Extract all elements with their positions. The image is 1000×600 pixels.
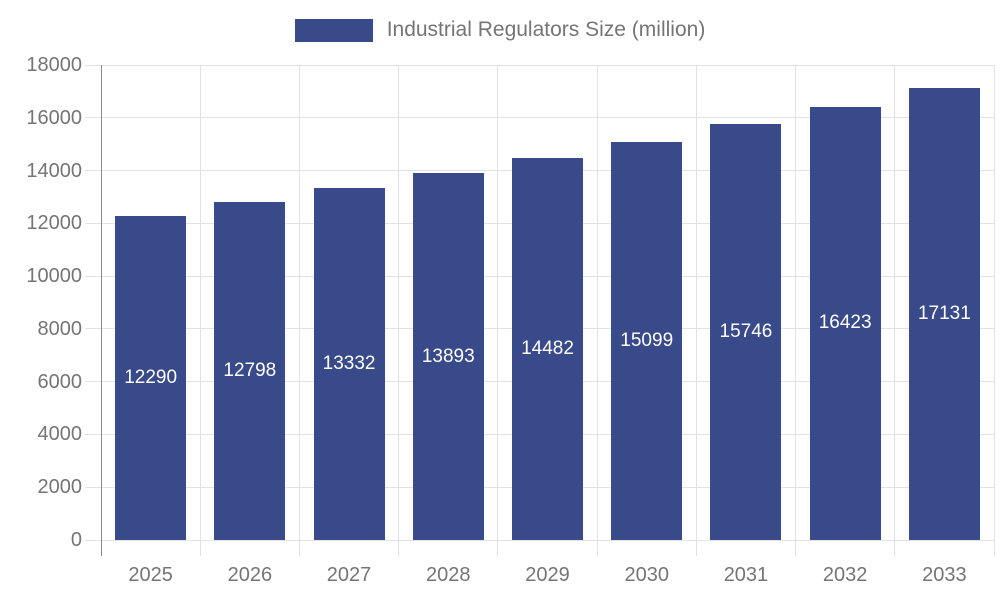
bar-2029[interactable] — [512, 157, 583, 540]
x-gridline — [795, 65, 797, 556]
y-axis-tick-label: 12000 — [26, 212, 82, 235]
x-axis-tick-label-2031: 2031 — [723, 564, 769, 586]
x-gridline — [695, 65, 697, 556]
bar-2032[interactable] — [809, 106, 881, 540]
y-axis-tick-label: 2000 — [37, 476, 83, 499]
bar-2026[interactable] — [214, 202, 286, 540]
bar-2033[interactable] — [908, 87, 980, 540]
bar-2031[interactable] — [710, 124, 782, 540]
x-gridline — [596, 65, 598, 556]
bar-2027[interactable] — [313, 188, 385, 540]
y-axis-line — [100, 65, 102, 556]
y-axis-tick-label: 14000 — [26, 159, 82, 182]
y-axis-tick-label: 0 — [70, 529, 82, 551]
x-axis-tick-label-2030: 2030 — [624, 564, 669, 586]
x-axis-tick-label-2025: 2025 — [128, 564, 173, 586]
bar-2025[interactable] — [115, 215, 187, 540]
x-gridline — [298, 65, 300, 556]
x-gridline — [199, 65, 201, 556]
x-gridline — [993, 65, 995, 556]
y-axis-tick-label: 6000 — [37, 370, 83, 393]
x-gridline — [497, 65, 499, 556]
chart-legend[interactable]: Industrial Regulators Size (million) — [0, 18, 1000, 42]
x-axis-tick-label-2028: 2028 — [426, 564, 471, 586]
x-axis-tick-label-2033: 2033 — [922, 564, 967, 586]
x-axis-tick-label-2032: 2032 — [822, 564, 868, 586]
y-axis-tick-label: 10000 — [26, 265, 82, 288]
bar-2028[interactable] — [412, 173, 484, 540]
bar-2030[interactable] — [611, 141, 683, 540]
x-gridline — [398, 65, 400, 556]
y-axis-tick-label: 18000 — [26, 54, 82, 76]
x-axis-tick-label-2027: 2027 — [326, 564, 372, 586]
y-gridline — [85, 64, 994, 66]
x-gridline — [894, 65, 896, 556]
y-axis-tick-label: 16000 — [26, 106, 82, 129]
y-gridline — [85, 117, 994, 119]
x-axis-tick-label-2029: 2029 — [525, 564, 570, 586]
y-axis-tick-label: 4000 — [37, 423, 83, 446]
y-axis-tick-label: 8000 — [37, 317, 83, 340]
x-axis-tick-label-2026: 2026 — [227, 564, 273, 586]
legend-label: Industrial Regulators Size (million) — [386, 18, 706, 41]
y-gridline — [85, 539, 994, 541]
legend-swatch — [294, 18, 373, 42]
